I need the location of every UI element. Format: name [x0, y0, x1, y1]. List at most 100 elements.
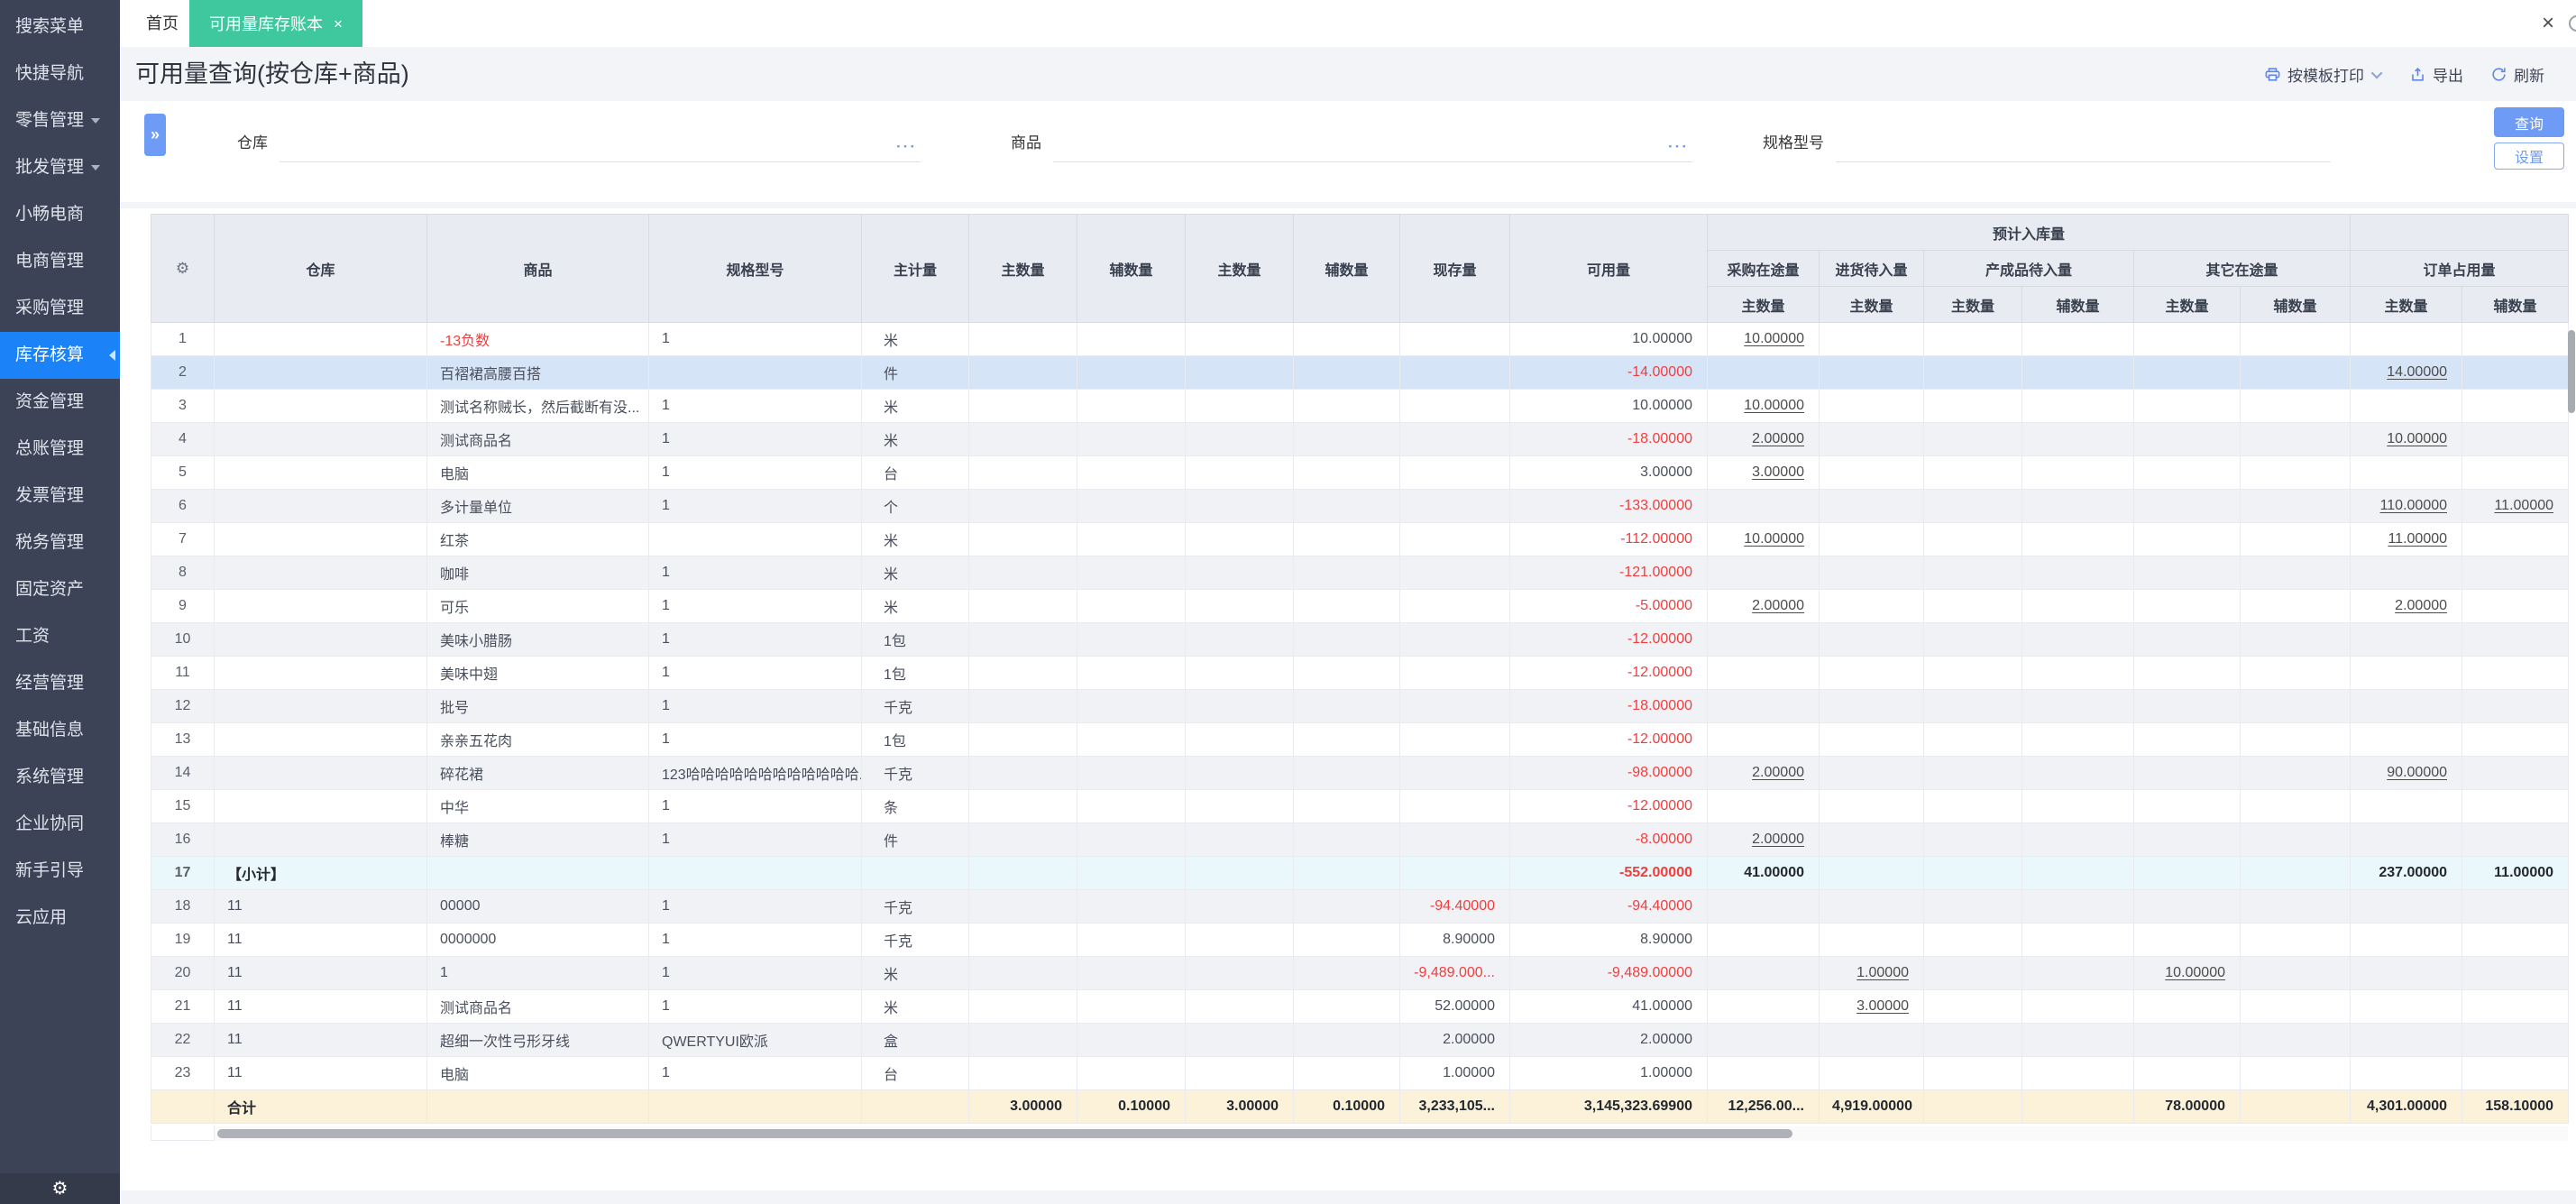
col-product[interactable]: 商品 [426, 214, 649, 323]
table-row[interactable]: 11 美味中翅 1 1包 -12.00000 [151, 656, 2570, 690]
drilldown-link[interactable]: 3.00000 [1856, 998, 1909, 1014]
drilldown-link[interactable]: 10.00000 [2165, 965, 2225, 980]
sidebar-item-税务管理[interactable]: 税务管理 [0, 519, 120, 566]
tab-overflow-icon[interactable] [2569, 15, 2576, 32]
tab-available-qty-ledger[interactable]: 可用量库存账本 × [189, 0, 362, 47]
settings-gear-icon[interactable]: ⚙ [51, 1179, 69, 1199]
print-by-template-button[interactable]: 按模板打印 [2264, 63, 2383, 86]
drilldown-link[interactable]: 1.00000 [1856, 965, 1909, 980]
table-row[interactable]: 4 测试商品名 1 米 -18.00000 2.00000 10.00000 [151, 422, 2570, 456]
sub-main-qty[interactable]: 主数量 [2350, 286, 2463, 323]
sidebar-item-小畅电商[interactable]: 小畅电商 [0, 191, 120, 238]
drilldown-link[interactable]: 2.00000 [2395, 598, 2448, 613]
column-settings-header[interactable]: ⚙ [151, 214, 215, 323]
sidebar-item-基础信息[interactable]: 基础信息 [0, 707, 120, 754]
col-other-in-transit[interactable]: 其它在途量 [2132, 250, 2351, 287]
sidebar-item-库存核算[interactable]: 库存核算 [0, 332, 120, 379]
drilldown-link[interactable]: 2.00000 [1752, 598, 1804, 613]
col-main-qty-1[interactable]: 主数量 [968, 214, 1077, 323]
drilldown-link[interactable]: 10.00000 [1744, 398, 1804, 413]
sub-aux-qty[interactable]: 辅数量 [2461, 286, 2570, 323]
drilldown-link[interactable]: 14.00000 [2387, 364, 2448, 380]
table-row[interactable]: 16 棒糖 1 件 -8.00000 2.00000 [151, 823, 2570, 857]
drilldown-link[interactable]: 3.00000 [1752, 464, 1804, 480]
close-all-icon[interactable]: × [2541, 11, 2554, 35]
table-row[interactable]: 8 咖啡 1 米 -121.00000 [151, 556, 2570, 590]
sidebar-item-零售管理[interactable]: 零售管理 [0, 97, 120, 144]
drilldown-link[interactable]: 10.00000 [1744, 531, 1804, 547]
query-button[interactable]: 查询 [2494, 107, 2564, 137]
col-spec[interactable]: 规格型号 [648, 214, 862, 323]
table-row[interactable]: 10 美味小腊肠 1 1包 -12.00000 [151, 622, 2570, 657]
table-row[interactable]: 7 红茶 米 -112.00000 10.00000 11.00000 [151, 522, 2570, 556]
sidebar-item-固定资产[interactable]: 固定资产 [0, 566, 120, 613]
table-row[interactable]: 14 碎花裙 123哈哈哈哈哈哈哈哈哈哈哈哈... 千克 -98.00000 2.0000… [151, 756, 2570, 790]
vscroll-thumb[interactable] [2568, 330, 2575, 413]
sidebar-item-搜索菜单[interactable]: 搜索菜单 [0, 4, 120, 51]
col-finished-goods-pending[interactable]: 产成品待入量 [1923, 250, 2134, 287]
settings-button[interactable]: 设置 [2494, 142, 2564, 170]
table-row[interactable]: 3 测试名称贼长，然后截断有没... 1 米 10.00000 10.00000 [151, 389, 2570, 423]
export-button[interactable]: 导出 [2409, 63, 2463, 86]
total-row[interactable]: 合计 3.00000 0.10000 3.00000 0.10000 3,233,105.… [151, 1089, 2570, 1124]
drilldown-link[interactable]: 90.00000 [2387, 765, 2448, 780]
product-input[interactable] [1053, 119, 1692, 162]
table-row[interactable]: 21 11 测试商品名 1 米 52.00000 41.00000 3.00000 [151, 989, 2570, 1024]
sub-main-qty[interactable]: 主数量 [1923, 286, 2022, 323]
tab-home[interactable]: 首页 [146, 14, 179, 32]
sidebar-item-快捷导航[interactable]: 快捷导航 [0, 51, 120, 97]
hscroll-track[interactable] [215, 1126, 2568, 1141]
sub-aux-qty[interactable]: 辅数量 [2239, 286, 2351, 323]
ellipsis-picker-icon[interactable] [896, 139, 917, 154]
tab-close-icon[interactable]: × [334, 14, 343, 32]
sidebar-item-采购管理[interactable]: 采购管理 [0, 285, 120, 332]
refresh-button[interactable]: 刷新 [2490, 63, 2544, 86]
sidebar-item-总账管理[interactable]: 总账管理 [0, 426, 120, 473]
sidebar-item-云应用[interactable]: 云应用 [0, 895, 120, 942]
table-row[interactable]: 19 11 0000000 1 千克 8.90000 8.90000 [151, 923, 2570, 957]
table-row[interactable]: 22 11 超细一次性弓形牙线 QWERTYUI欧派 盒 2.00000 2.00000 [151, 1023, 2570, 1057]
spec-input[interactable] [1836, 119, 2331, 162]
sidebar-item-新手引导[interactable]: 新手引导 [0, 848, 120, 895]
subtotal-row[interactable]: 17 【小计】 -552.00000 41.00000 237.00000 11.0000… [151, 856, 2570, 890]
sub-main-qty[interactable]: 主数量 [2133, 286, 2241, 323]
col-aux-qty-1[interactable]: 辅数量 [1077, 214, 1186, 323]
table-row[interactable]: 13 亲亲五花肉 1 1包 -12.00000 [151, 722, 2570, 757]
drilldown-link[interactable]: 110.00000 [2379, 498, 2448, 513]
col-on-hand[interactable]: 现存量 [1399, 214, 1510, 323]
sub-aux-qty[interactable]: 辅数量 [2021, 286, 2134, 323]
sidebar-item-批发管理[interactable]: 批发管理 [0, 144, 120, 191]
expand-filter-icon[interactable]: » [144, 114, 166, 156]
ellipsis-picker-icon[interactable] [1668, 139, 1689, 154]
warehouse-input[interactable] [280, 119, 921, 162]
sidebar-item-企业协同[interactable]: 企业协同 [0, 801, 120, 848]
sidebar-item-电商管理[interactable]: 电商管理 [0, 238, 120, 285]
gear-icon[interactable]: ⚙ [175, 259, 190, 277]
sidebar-item-发票管理[interactable]: 发票管理 [0, 473, 120, 519]
table-row[interactable]: 23 11 电脑 1 台 1.00000 1.00000 [151, 1056, 2570, 1090]
drilldown-link[interactable]: 10.00000 [1744, 331, 1804, 346]
table-row[interactable]: 15 中华 1 条 -12.00000 [151, 789, 2570, 823]
drilldown-link[interactable]: 10.00000 [2387, 431, 2448, 446]
col-warehouse[interactable]: 仓库 [214, 214, 427, 323]
drilldown-link[interactable]: 2.00000 [1752, 832, 1804, 847]
sub-main-qty[interactable]: 主数量 [1707, 286, 1820, 323]
table-row[interactable]: 1 -13负数 1 米 10.00000 10.00000 [151, 322, 2570, 356]
table-row[interactable]: 5 电脑 1 台 3.00000 3.00000 [151, 455, 2570, 490]
drilldown-link[interactable]: 2.00000 [1752, 765, 1804, 780]
table-row[interactable]: 6 多计量单位 1 个 -133.00000 110.00000 11.00000 [151, 489, 2570, 523]
col-available[interactable]: 可用量 [1509, 214, 1708, 323]
sidebar-item-资金管理[interactable]: 资金管理 [0, 379, 120, 426]
table-row[interactable]: 2 百褶裙高腰百搭 件 -14.00000 14.00000 [151, 355, 2570, 390]
col-receipt-pending[interactable]: 进货待入量 [1819, 250, 1924, 287]
col-po-in-transit[interactable]: 采购在途量 [1707, 250, 1820, 287]
sidebar-item-经营管理[interactable]: 经营管理 [0, 660, 120, 707]
hscroll-thumb[interactable] [217, 1129, 1792, 1138]
drilldown-link[interactable]: 11.00000 [2388, 531, 2448, 547]
col-main-unit[interactable]: 主计量 [861, 214, 969, 323]
sub-main-qty[interactable]: 主数量 [1819, 286, 1924, 323]
col-main-qty-2[interactable]: 主数量 [1185, 214, 1294, 323]
col-aux-qty-2[interactable]: 辅数量 [1293, 214, 1400, 323]
sidebar-item-工资[interactable]: 工资 [0, 613, 120, 660]
table-row[interactable]: 18 11 00000 1 千克 -94.40000 -94.40000 [151, 889, 2570, 924]
